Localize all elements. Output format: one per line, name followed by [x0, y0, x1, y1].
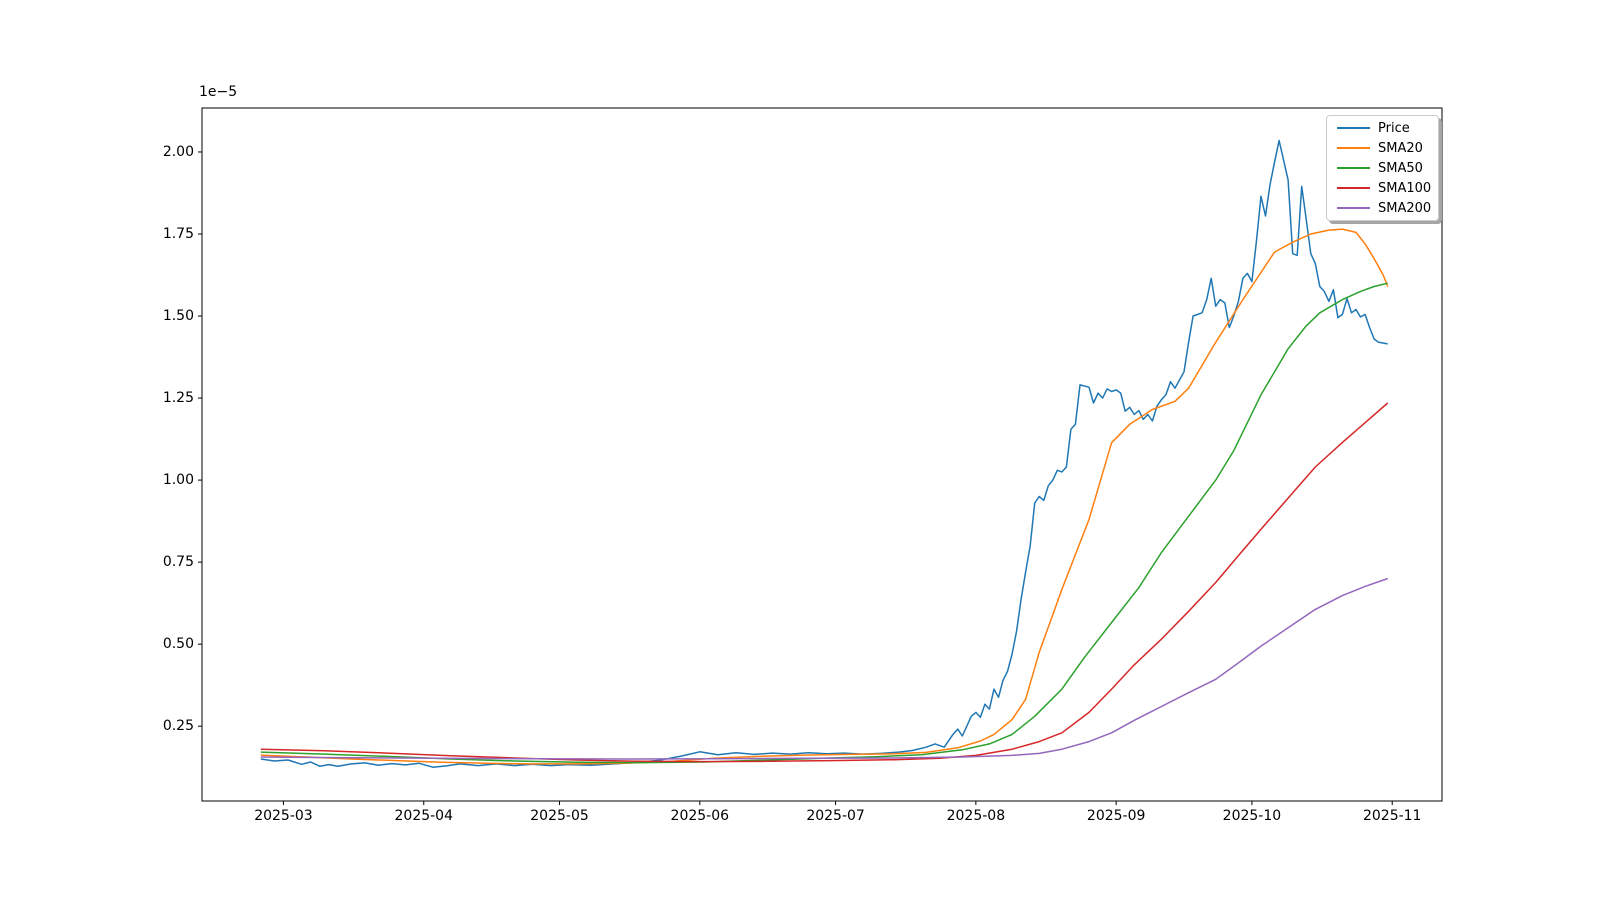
- y-tick-label: 1.00: [162, 472, 194, 489]
- y-axis-offset-text: 1e−5: [199, 84, 238, 100]
- axes-spines: [201, 107, 1443, 802]
- sma20-line: [260, 228, 1389, 765]
- legend-label: SMA50: [1378, 160, 1423, 176]
- y-tick-label: 0.75: [162, 554, 194, 571]
- legend-line-sample-sma200: [1337, 207, 1370, 209]
- legend-item-sma50: SMA50: [1327, 158, 1431, 178]
- y-tick-label: 0.50: [162, 636, 194, 653]
- legend-label: SMA100: [1378, 180, 1432, 196]
- legend-line-sample-price: [1337, 127, 1370, 129]
- y-tick-label: 1.25: [162, 390, 194, 407]
- legend-item-sma20: SMA20: [1327, 138, 1431, 158]
- sma200-line: [260, 577, 1388, 760]
- legend-label: SMA200: [1378, 200, 1432, 216]
- x-tick-label: 2025-07: [806, 808, 865, 824]
- x-tick-label: 2025-11: [1362, 808, 1422, 824]
- legend: Price SMA20 SMA50 SMA100 SMA200: [1326, 115, 1440, 221]
- x-tick-label: 2025-03: [254, 808, 313, 824]
- legend-label: Price: [1378, 120, 1410, 136]
- x-tick-label: 2025-04: [394, 808, 454, 824]
- x-tick-label: 2025-10: [1222, 808, 1282, 824]
- x-tick-label: 2025-05: [530, 808, 589, 824]
- legend-line-sample-sma100: [1337, 187, 1370, 189]
- y-tick-label: 0.25: [162, 718, 194, 735]
- legend-label: SMA20: [1378, 140, 1423, 156]
- price-line: [260, 139, 1388, 768]
- legend-item-sma200: SMA200: [1327, 198, 1431, 218]
- y-tick-label: 2.00: [162, 143, 194, 160]
- legend-line-sample-sma50: [1337, 167, 1370, 169]
- y-tick-label: 1.75: [162, 226, 194, 242]
- sma100-line: [260, 402, 1389, 763]
- x-tick-label: 2025-09: [1086, 808, 1146, 824]
- legend-item-sma100: SMA100: [1327, 178, 1431, 198]
- x-tick-label: 2025-08: [946, 808, 1006, 824]
- sma50-line: [260, 282, 1388, 764]
- legend-item-price: Price: [1327, 118, 1431, 138]
- y-tick-label: 1.50: [162, 308, 194, 325]
- legend-line-sample-sma20: [1337, 147, 1370, 149]
- x-tick-label: 2025-06: [670, 808, 730, 824]
